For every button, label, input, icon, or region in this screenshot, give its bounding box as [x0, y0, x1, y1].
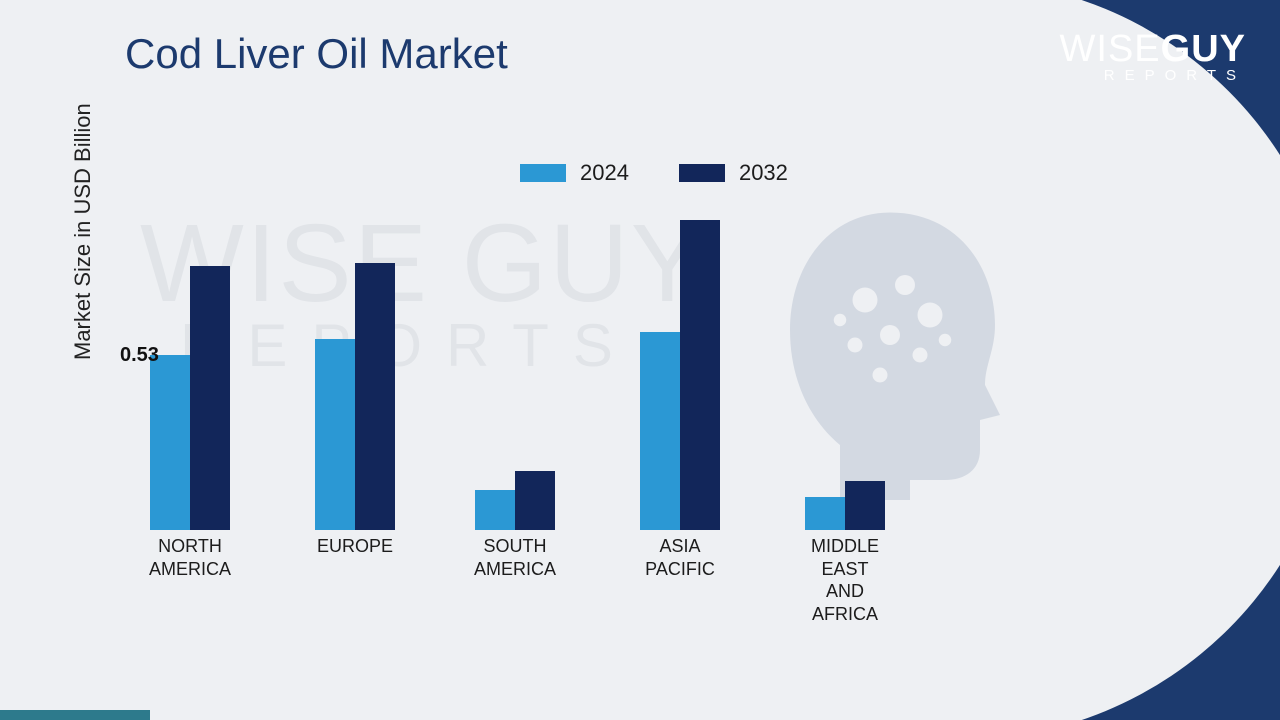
x-axis-category-label: NORTHAMERICA: [125, 535, 255, 580]
x-axis-category-label: MIDDLEEASTANDAFRICA: [780, 535, 910, 625]
x-axis-category-label: ASIAPACIFIC: [615, 535, 745, 580]
legend-item-2024: 2024: [520, 160, 629, 186]
brand-word-wise: WISE: [1060, 28, 1161, 70]
bar: [150, 355, 190, 530]
x-axis-category-label: SOUTHAMERICA: [450, 535, 580, 580]
bar: [190, 266, 230, 530]
bar: [315, 339, 355, 530]
bar: [515, 471, 555, 530]
bar: [640, 332, 680, 530]
chart-title: Cod Liver Oil Market: [125, 30, 508, 78]
legend-label-2032: 2032: [739, 160, 788, 186]
bar-group: [130, 266, 250, 530]
legend-label-2024: 2024: [580, 160, 629, 186]
brand-logo: WISEGUY REPORTS: [1060, 28, 1246, 84]
y-axis-label: Market Size in USD Billion: [70, 103, 96, 360]
bar: [845, 481, 885, 531]
bar: [355, 263, 395, 530]
bar-group: [295, 263, 415, 530]
bottom-accent-bar: [0, 710, 150, 720]
legend-swatch-2024: [520, 164, 566, 182]
brand-word-guy: GUY: [1161, 28, 1246, 70]
bar: [475, 490, 515, 530]
legend-swatch-2032: [679, 164, 725, 182]
bar: [805, 497, 845, 530]
legend-item-2032: 2032: [679, 160, 788, 186]
bar-group: [785, 481, 905, 531]
bar-group: [620, 220, 740, 530]
legend: 2024 2032: [520, 160, 788, 186]
bar: [680, 220, 720, 530]
x-axis-category-label: EUROPE: [290, 535, 420, 558]
bar-group: [455, 471, 575, 530]
bar-value-label: 0.53: [120, 344, 159, 367]
bar-chart: 0.53: [120, 200, 920, 530]
